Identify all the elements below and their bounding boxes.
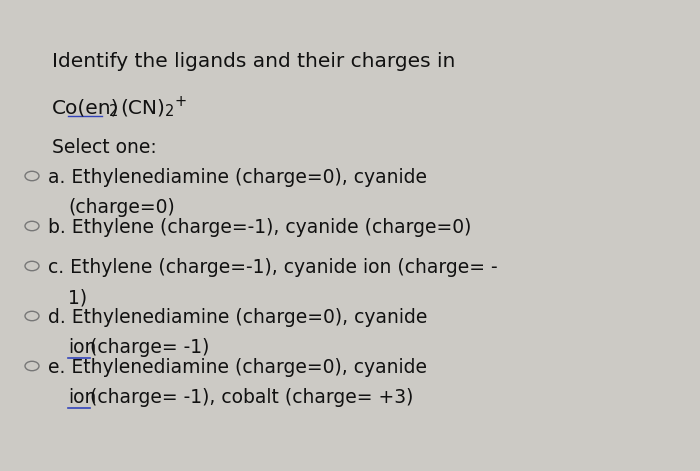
Text: a. Ethylenediamine (charge=0), cyanide: a. Ethylenediamine (charge=0), cyanide [48, 168, 427, 187]
Text: c. Ethylene (charge=-1), cyanide ion (charge= -: c. Ethylene (charge=-1), cyanide ion (ch… [48, 258, 498, 277]
Text: ion: ion [68, 338, 97, 357]
Text: (charge=0): (charge=0) [68, 198, 175, 217]
Text: Identify the ligands and their charges in: Identify the ligands and their charges i… [52, 52, 456, 71]
Text: (CN): (CN) [120, 98, 165, 117]
Text: Select one:: Select one: [52, 138, 157, 157]
Text: d. Ethylenediamine (charge=0), cyanide: d. Ethylenediamine (charge=0), cyanide [48, 308, 428, 327]
Text: 1): 1) [68, 288, 87, 307]
Text: ion: ion [68, 388, 97, 407]
Text: (charge= -1), cobalt (charge= +3): (charge= -1), cobalt (charge= +3) [90, 388, 414, 407]
Text: +: + [174, 94, 186, 109]
Text: e. Ethylenediamine (charge=0), cyanide: e. Ethylenediamine (charge=0), cyanide [48, 358, 427, 377]
Text: (charge= -1): (charge= -1) [90, 338, 209, 357]
Text: 2: 2 [109, 104, 118, 119]
Text: Co(en): Co(en) [52, 98, 120, 117]
Text: 2: 2 [165, 104, 174, 119]
Text: b. Ethylene (charge=-1), cyanide (charge=0): b. Ethylene (charge=-1), cyanide (charge… [48, 218, 471, 237]
